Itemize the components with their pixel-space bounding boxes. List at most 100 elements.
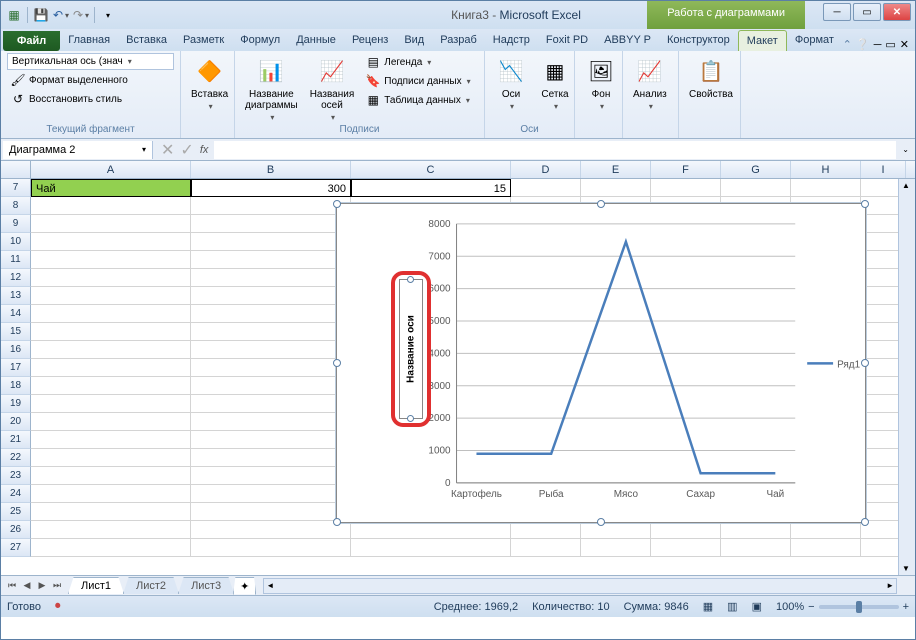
cell[interactable] [191,287,351,305]
cell[interactable] [31,395,191,413]
help-icon[interactable]: ❔ [856,38,870,51]
expand-formula-icon[interactable]: ⌄ [896,145,915,154]
file-tab[interactable]: Файл [3,31,60,51]
cell[interactable] [191,197,351,215]
cell[interactable] [31,467,191,485]
close-button[interactable]: ✕ [883,3,911,21]
tab-макет[interactable]: Макет [738,30,787,51]
cell[interactable]: Чай [31,179,191,197]
axis-titles-button[interactable]: 📈Названия осей [306,53,359,124]
cell[interactable] [191,413,351,431]
macro-record-icon[interactable]: ⏺ [55,600,61,613]
cell[interactable] [351,539,511,557]
tab-вид[interactable]: Вид [396,30,432,51]
minimize-button[interactable]: ─ [823,3,851,21]
row-header[interactable]: 12 [1,269,31,287]
cell[interactable] [721,539,791,557]
redo-icon[interactable]: ↷ [72,6,90,24]
cell[interactable] [31,215,191,233]
cell[interactable] [191,359,351,377]
select-all-corner[interactable] [1,161,31,178]
cell[interactable]: 300 [191,179,351,197]
cell[interactable] [31,233,191,251]
row-header[interactable]: 25 [1,503,31,521]
cell[interactable] [31,503,191,521]
cell[interactable]: 15 [351,179,511,197]
zoom-slider[interactable] [819,605,899,609]
cell[interactable] [191,305,351,323]
row-header[interactable]: 13 [1,287,31,305]
row-header[interactable]: 9 [1,215,31,233]
row-header[interactable]: 8 [1,197,31,215]
cell[interactable] [351,521,511,539]
chart-element-dropdown[interactable]: Вертикальная ось (знач [7,53,174,70]
cell[interactable] [31,287,191,305]
cell[interactable] [721,179,791,197]
cell[interactable] [31,359,191,377]
analysis-button[interactable]: 📈Анализ [629,53,671,113]
tab-разраб[interactable]: Разраб [432,30,485,51]
sheet-nav-next[interactable]: ▶ [35,580,49,591]
cell[interactable] [31,305,191,323]
reset-style-button[interactable]: ↺Восстановить стиль [7,90,174,108]
cell[interactable] [581,539,651,557]
axis-title-selected[interactable]: Название оси [399,279,423,419]
cell[interactable] [191,269,351,287]
cell[interactable] [31,197,191,215]
chart-title-button[interactable]: 📊Название диаграммы [241,53,302,124]
col-header[interactable]: B [191,161,351,178]
cell[interactable] [191,251,351,269]
cell[interactable] [791,521,861,539]
qat-customize-icon[interactable]: ▾ [99,6,117,24]
row-header[interactable]: 20 [1,413,31,431]
background-button[interactable]: 🖼Фон [581,53,621,113]
row-header[interactable]: 15 [1,323,31,341]
cell[interactable] [191,521,351,539]
cell[interactable] [31,323,191,341]
row-header[interactable]: 14 [1,305,31,323]
row-header[interactable]: 26 [1,521,31,539]
cell[interactable] [651,521,721,539]
sheet-nav-prev[interactable]: ◀ [20,580,34,591]
sheet-tab[interactable]: Лист1 [68,577,124,594]
data-labels-button[interactable]: 🔖Подписи данных [362,72,473,90]
cell[interactable] [791,539,861,557]
name-box[interactable]: Диаграмма 2▾ [3,141,153,159]
tab-разметк[interactable]: Разметк [175,30,232,51]
cell[interactable] [191,467,351,485]
zoom-out-icon[interactable]: − [808,601,814,613]
cell[interactable] [511,179,581,197]
save-icon[interactable]: 💾 [32,6,50,24]
new-sheet-button[interactable]: ✦ [233,577,256,595]
cell[interactable] [31,269,191,287]
cell[interactable] [191,395,351,413]
data-table-button[interactable]: ▦Таблица данных [362,91,473,109]
tab-реценз[interactable]: Реценз [344,30,396,51]
enter-icon[interactable]: ✓ [180,140,193,160]
row-header[interactable]: 19 [1,395,31,413]
col-header[interactable]: E [581,161,651,178]
tab-формул[interactable]: Формул [232,30,288,51]
cell[interactable] [651,179,721,197]
sheet-nav-first[interactable]: ⏮ [5,580,19,591]
format-selection-button[interactable]: 🖌Формат выделенного [7,71,174,89]
cell[interactable] [581,521,651,539]
axis-title-text[interactable]: Название оси [406,315,417,383]
col-header[interactable]: C [351,161,511,178]
cell[interactable] [31,539,191,557]
fx-icon[interactable]: fx [200,144,209,156]
tab-конструктор[interactable]: Конструктор [659,30,738,51]
row-header[interactable]: 24 [1,485,31,503]
cell[interactable] [581,179,651,197]
cell[interactable] [191,539,351,557]
minimize-ribbon-icon[interactable]: ⌃ [843,38,852,51]
worksheet-grid[interactable]: ABCDEFGHI 7Чай30015891011121314151617181… [1,161,915,575]
tab-главная[interactable]: Главная [60,30,118,51]
maximize-button[interactable]: ▭ [853,3,881,21]
chart-object[interactable]: 010002000300040005000600070008000Картофе… [336,203,866,523]
cell[interactable] [191,215,351,233]
insert-button[interactable]: 🔶Вставка [187,53,232,113]
cell[interactable] [511,539,581,557]
tab-foxit pd[interactable]: Foxit PD [538,30,596,51]
tab-abbyy p[interactable]: ABBYY P [596,30,659,51]
